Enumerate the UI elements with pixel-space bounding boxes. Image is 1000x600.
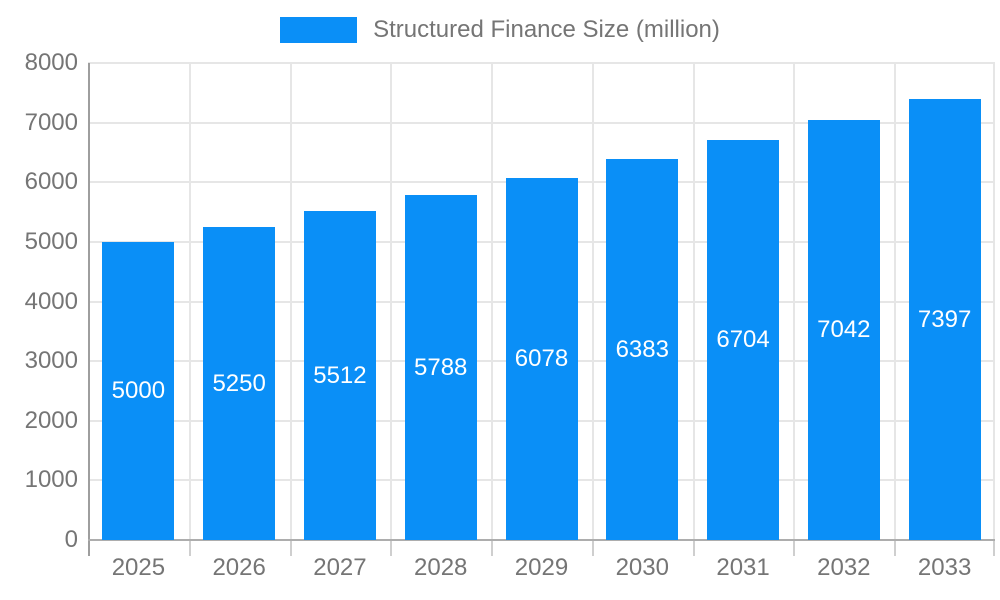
y-axis-line — [88, 63, 90, 540]
axis-tick — [390, 540, 393, 556]
y-axis-tick-label: 7000 — [24, 108, 78, 136]
x-axis-tick-label: 2031 — [716, 554, 770, 581]
x-axis-tick-label: 2026 — [212, 554, 266, 581]
x-axis-line — [88, 539, 995, 541]
legend-swatch — [280, 17, 358, 43]
legend-label: Structured Finance Size (million) — [373, 16, 720, 43]
v-gridline — [591, 63, 594, 540]
plot-area: 5000 5250 5512 5788 6078 6383 6704 7042 7397 — [88, 62, 995, 556]
y-axis-tick-label: 8000 — [24, 49, 78, 76]
bar-value-label: 6704 — [716, 326, 770, 353]
v-gridline — [793, 63, 796, 540]
bar-value-label: 5000 — [111, 377, 166, 404]
y-axis-tick-label: 5000 — [24, 227, 78, 255]
legend[interactable]: Structured Finance Size (million) — [0, 16, 1000, 44]
x-axis-tick-label: 2032 — [817, 554, 871, 581]
axis-tick — [491, 540, 494, 556]
bar-value-label: 5788 — [414, 353, 468, 381]
v-gridline — [289, 63, 292, 540]
y-axis-tick-label: 6000 — [24, 168, 78, 196]
bar-value-label: 6383 — [615, 335, 669, 363]
axis-tick — [591, 540, 594, 556]
v-gridline — [692, 63, 695, 540]
y-axis-tick-label: 0 — [64, 526, 78, 553]
y-axis-tick-label: 3000 — [24, 347, 78, 375]
v-gridline — [491, 63, 494, 540]
bar-value-label: 7397 — [917, 305, 972, 333]
x-axis-tick-label: 2033 — [917, 554, 972, 581]
x-axis-tick-label: 2029 — [514, 554, 569, 581]
axis-tick — [188, 540, 191, 556]
y-axis-tick-label: 2000 — [24, 406, 78, 434]
bar-2033[interactable]: 7397 — [908, 99, 981, 540]
v-gridline — [188, 63, 191, 540]
bar-value-label: 5512 — [313, 361, 367, 389]
bar-2028[interactable]: 5788 — [404, 195, 477, 540]
bar-2027[interactable]: 5512 — [303, 211, 376, 540]
axis-tick — [692, 540, 695, 556]
bar-value-label: 6078 — [514, 345, 569, 372]
bar-2029[interactable]: 6078 — [505, 178, 578, 540]
x-axis-tick-label: 2025 — [111, 554, 166, 581]
h-gridline — [88, 62, 995, 64]
bar-value-label: 7042 — [817, 316, 871, 343]
bar-2031[interactable]: 6704 — [707, 140, 780, 540]
axis-tick — [289, 540, 292, 556]
axis-tick — [793, 540, 796, 556]
axis-tick — [88, 540, 90, 556]
x-axis-tick-label: 2028 — [414, 554, 468, 581]
v-gridline — [894, 63, 897, 540]
axis-tick — [894, 540, 897, 556]
bar-value-label: 5250 — [212, 369, 266, 397]
bar-2032[interactable]: 7042 — [807, 120, 880, 540]
axis-tick — [993, 540, 995, 556]
y-axis-tick-label: 4000 — [24, 287, 78, 315]
bar-2026[interactable]: 5250 — [203, 227, 276, 540]
y-axis-tick-label: 1000 — [24, 466, 78, 494]
x-axis-tick-label: 2030 — [615, 554, 669, 581]
x-axis-tick-label: 2027 — [313, 554, 367, 581]
v-gridline — [993, 63, 995, 540]
h-gridline — [88, 121, 995, 124]
bar-2030[interactable]: 6383 — [606, 159, 679, 540]
bar-2025[interactable]: 5000 — [102, 242, 175, 540]
v-gridline — [390, 63, 393, 540]
